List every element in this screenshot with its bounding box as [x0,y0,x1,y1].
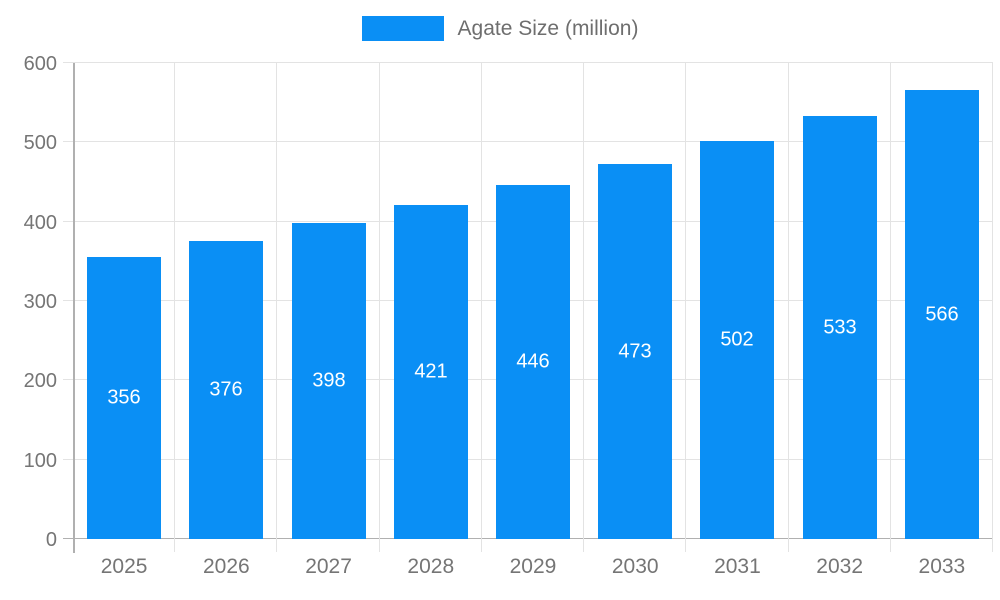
y-tick-label: 100 [23,450,57,472]
bar-2033[interactable]: 566 [905,90,979,539]
x-tick-label: 2027 [305,555,352,578]
vertical-gridline [890,63,891,552]
bar-2028[interactable]: 421 [394,205,468,539]
y-tick-label: 400 [23,212,57,234]
legend-swatch [361,16,444,41]
y-tick-label: 0 [45,529,57,551]
vertical-gridline [174,63,175,552]
vertical-gridline [685,63,686,552]
x-tick-label: 2025 [100,555,148,578]
y-tick-label: 300 [23,291,57,313]
x-tick-label: 2032 [816,555,864,578]
x-tick-label: 2029 [509,555,557,578]
y-tick-label: 200 [23,370,57,392]
bar-2031[interactable]: 502 [700,141,774,539]
bar-2032[interactable]: 533 [803,116,877,539]
bar-value-label: 446 [516,350,550,373]
x-tick-label: 2031 [714,555,761,578]
bar-2027[interactable]: 398 [292,223,366,539]
vertical-gridline [481,63,482,552]
bar-2026[interactable]: 376 [189,241,263,539]
y-tick-label: 500 [23,132,57,154]
vertical-gridline [379,63,380,552]
bar-value-label: 473 [618,340,652,362]
legend-label: Agate Size (million) [457,16,639,40]
bar-value-label: 502 [720,328,754,351]
bar-value-label: 533 [823,316,857,338]
x-tick-label: 2026 [202,555,250,578]
x-tick-label: 2028 [407,555,455,578]
horizontal-gridline [63,62,993,63]
legend[interactable]: Agate Size (million) [0,16,1000,41]
y-axis-line [73,63,75,553]
bar-value-label: 421 [414,360,448,383]
bar-2025[interactable]: 356 [87,257,161,539]
vertical-gridline [583,63,584,552]
bar-value-label: 566 [925,303,959,325]
vertical-gridline [788,63,789,552]
bar-2029[interactable]: 446 [496,185,570,539]
vertical-gridline [992,63,993,552]
x-tick-label: 2030 [611,555,659,578]
bar-value-label: 356 [107,386,141,409]
vertical-gridline [276,63,277,552]
x-tick-label: 2033 [918,555,966,578]
y-tick-label: 600 [23,53,57,75]
bar-2030[interactable]: 473 [598,164,672,539]
bar-value-label: 376 [209,378,243,401]
bar-value-label: 398 [312,369,346,392]
plot-area: 356 376 398 421 446 473 502 533 566 [63,62,993,553]
horizontal-gridline [63,141,993,142]
